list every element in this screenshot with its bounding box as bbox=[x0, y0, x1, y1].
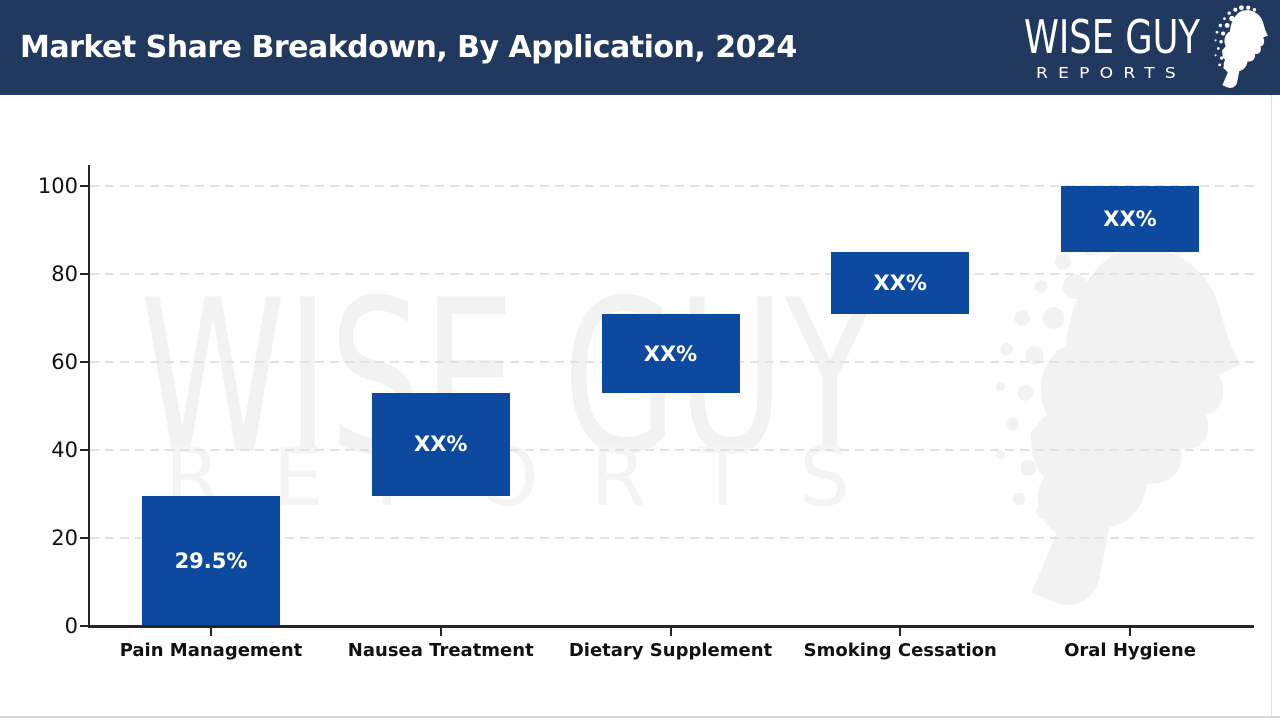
wise-guy-logo: WISE GUY REPORTS bbox=[1022, 2, 1272, 94]
y-tick-label: 100 bbox=[37, 174, 78, 198]
y-tick-label: 40 bbox=[51, 438, 78, 462]
y-tick-mark bbox=[80, 537, 88, 539]
y-tick-mark bbox=[80, 185, 88, 187]
x-tick-mark bbox=[1129, 628, 1131, 636]
gridline bbox=[90, 449, 1254, 451]
logo-secondary-text: REPORTS bbox=[1036, 64, 1186, 82]
y-tick-label: 20 bbox=[51, 526, 78, 550]
page-bottom-border bbox=[0, 716, 1280, 718]
y-tick-mark bbox=[80, 361, 88, 363]
watermark-head-icon bbox=[995, 225, 1241, 605]
page-title: Market Share Breakdown, By Application, … bbox=[20, 30, 797, 65]
y-axis-spine bbox=[88, 165, 90, 627]
bar: XX% bbox=[831, 252, 970, 314]
bar: XX% bbox=[371, 392, 510, 497]
bar-value-label: 29.5% bbox=[174, 549, 248, 574]
gridline bbox=[90, 537, 1254, 539]
bar: XX% bbox=[1061, 186, 1199, 252]
x-axis-spine bbox=[88, 625, 1254, 628]
x-tick-label: Oral Hygiene bbox=[1064, 640, 1196, 661]
header-bar: Market Share Breakdown, By Application, … bbox=[0, 0, 1280, 95]
page-right-border bbox=[1271, 95, 1272, 716]
gridline bbox=[90, 185, 1254, 187]
y-tick-label: 60 bbox=[51, 350, 78, 374]
logo-head-icon bbox=[1214, 5, 1268, 88]
x-tick-mark bbox=[669, 628, 672, 636]
bar-value-label: XX% bbox=[873, 270, 927, 295]
x-tick-label: Nausea Treatment bbox=[347, 640, 534, 661]
gridline bbox=[90, 273, 1254, 275]
bar-value-label: XX% bbox=[1103, 207, 1157, 231]
x-tick-mark bbox=[210, 628, 212, 636]
bar: XX% bbox=[601, 314, 740, 393]
x-tick-mark bbox=[439, 628, 442, 636]
x-tick-mark bbox=[899, 628, 902, 636]
x-tick-label: Dietary Supplement bbox=[568, 640, 773, 661]
bar-value-label: XX% bbox=[414, 432, 468, 457]
logo-wordmark: WISE GUY REPORTS bbox=[1024, 10, 1201, 82]
x-tick-label: Pain Management bbox=[119, 640, 303, 661]
x-tick-label: Smoking Cessation bbox=[803, 640, 997, 661]
y-tick-mark bbox=[80, 449, 88, 451]
y-tick-label: 80 bbox=[51, 262, 78, 286]
logo-primary-text: WISE GUY bbox=[1024, 10, 1201, 64]
bar-value-label: XX% bbox=[643, 341, 698, 366]
y-tick-mark bbox=[80, 625, 88, 627]
y-tick-mark bbox=[80, 273, 88, 275]
y-tick-label: 0 bbox=[64, 614, 78, 638]
bar: 29.5% bbox=[142, 496, 280, 626]
